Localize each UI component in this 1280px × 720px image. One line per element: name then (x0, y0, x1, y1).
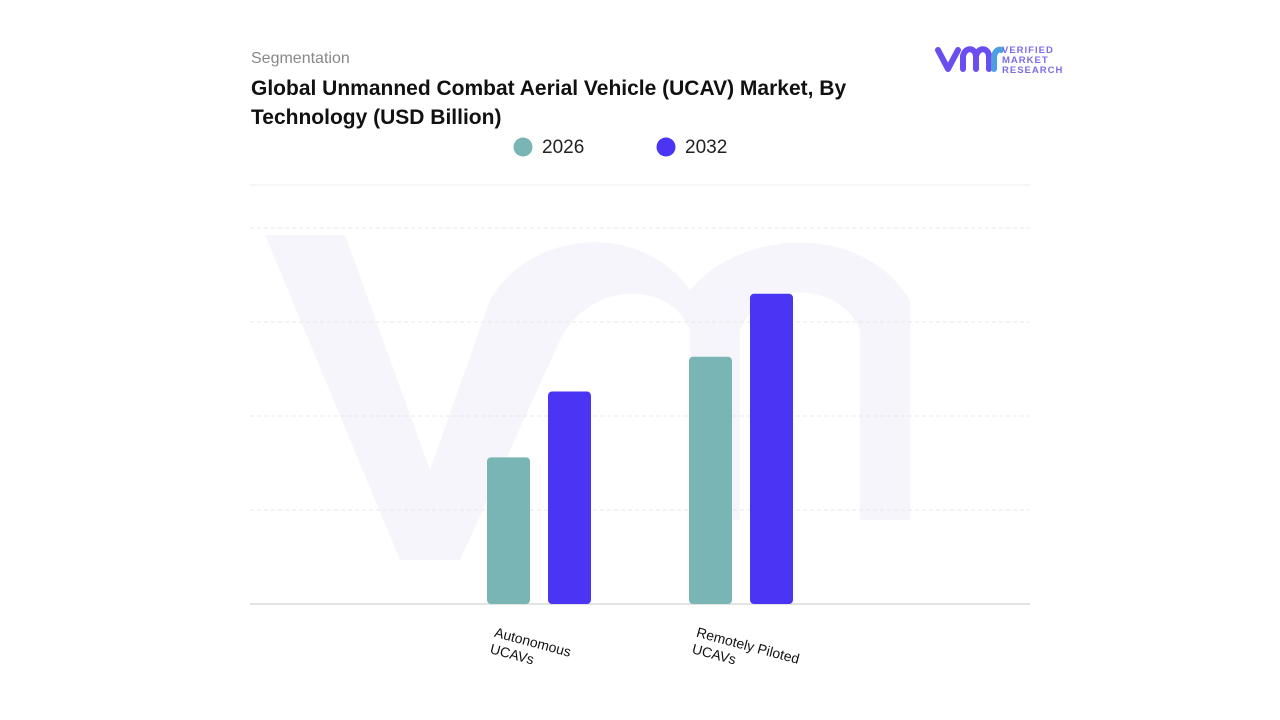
legend-swatch (656, 137, 676, 157)
bar (750, 293, 793, 604)
watermark (265, 235, 910, 560)
legend-label: 2026 (542, 137, 584, 158)
logo-text: RESEARCH (1002, 65, 1063, 76)
chart-title: Global Unmanned Combat Aerial Vehicle (U… (251, 77, 847, 129)
legend-swatch (513, 137, 533, 157)
legend-label: 2032 (685, 137, 727, 158)
logo-text: MARKET (1002, 55, 1049, 66)
bar (689, 356, 732, 604)
bar (487, 457, 530, 604)
logo-mark (935, 46, 1004, 72)
bar (548, 391, 591, 604)
subtitle: Segmentation (251, 50, 350, 67)
logo-text: VERIFIED (1002, 45, 1054, 56)
